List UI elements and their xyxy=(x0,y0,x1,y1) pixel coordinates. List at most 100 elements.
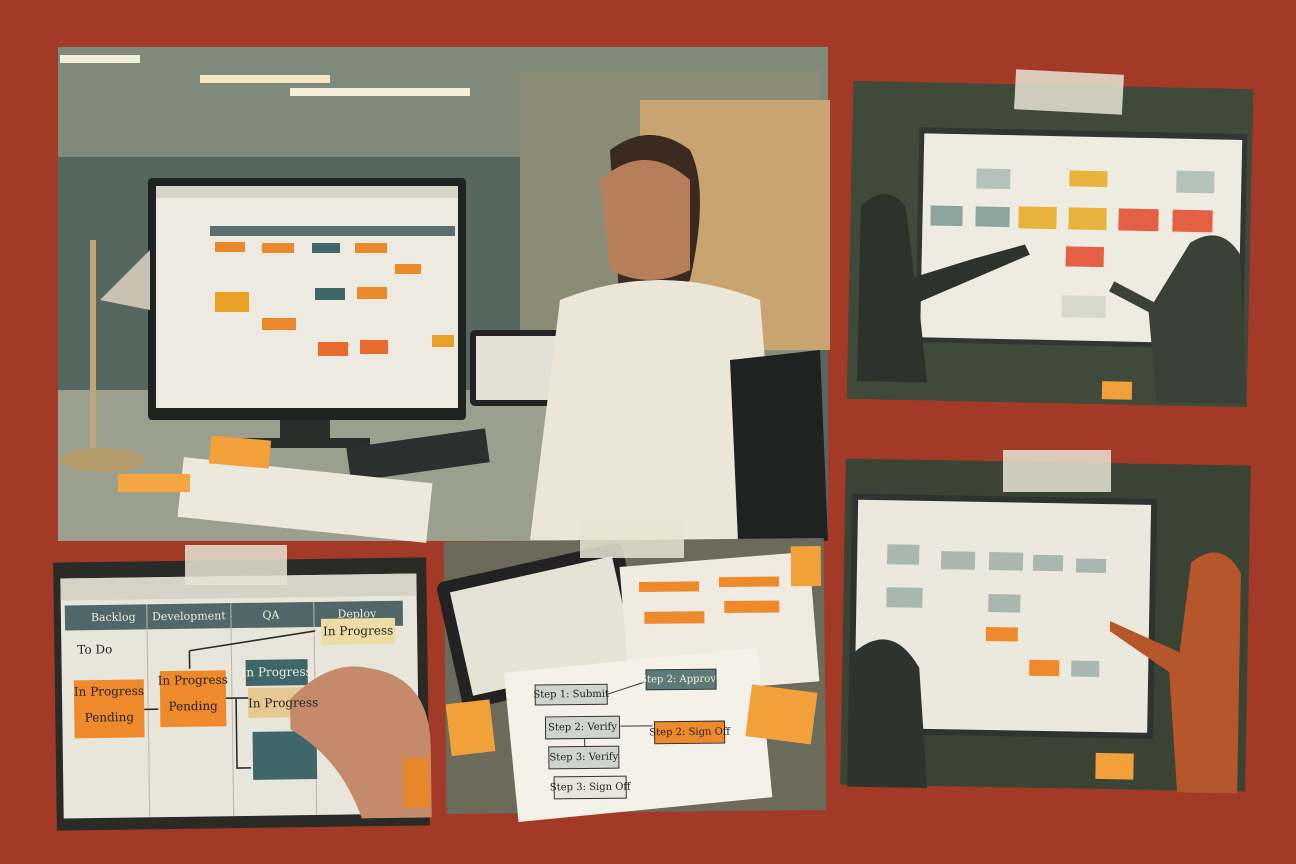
card xyxy=(357,287,387,299)
card xyxy=(215,292,249,312)
card-label: In Progress xyxy=(74,684,144,699)
node xyxy=(1061,295,1106,319)
lamp-shade xyxy=(100,250,150,310)
card xyxy=(432,335,454,347)
column-divider xyxy=(146,604,151,818)
card-label: In Progress xyxy=(323,623,393,638)
card xyxy=(252,730,318,780)
card xyxy=(159,670,227,728)
screen-toolbar xyxy=(60,573,417,601)
tape xyxy=(1003,450,1111,492)
card-label: Pending xyxy=(168,699,218,714)
monitor-screen xyxy=(156,186,458,408)
step-label: Step 1: Submit xyxy=(533,689,609,701)
card xyxy=(315,288,345,300)
column-divider xyxy=(230,603,235,817)
node xyxy=(1172,209,1213,233)
sticky-note xyxy=(790,546,822,587)
card xyxy=(320,617,396,645)
card xyxy=(312,243,340,253)
step-label: Step 2: Approve xyxy=(640,674,722,686)
tape xyxy=(185,545,287,585)
step-label: Step 3: Verify xyxy=(549,752,618,764)
node xyxy=(887,544,920,565)
node xyxy=(886,587,923,608)
card-label: In Progress xyxy=(248,695,318,710)
node xyxy=(940,551,976,570)
paper-card xyxy=(718,576,780,588)
node xyxy=(1065,246,1104,268)
node xyxy=(985,626,1018,642)
node xyxy=(1069,170,1108,188)
node xyxy=(1071,660,1100,677)
node xyxy=(988,552,1024,571)
screen-cards xyxy=(215,242,454,356)
ceiling-light xyxy=(60,55,140,63)
paper-photo: Step 1: Submit Step 2: Approve Step 2: V… xyxy=(437,538,827,823)
step-box xyxy=(548,745,620,770)
office-photo xyxy=(58,47,830,543)
column-label: QA xyxy=(262,608,280,621)
node xyxy=(988,594,1021,613)
step-labels: Step 1: Submit Step 2: Approve Step 2: V… xyxy=(533,674,731,794)
tablet-screen xyxy=(476,336,562,400)
meeting-photo-2 xyxy=(840,458,1251,794)
sticky-note xyxy=(445,699,496,757)
tape xyxy=(1014,69,1124,115)
node xyxy=(1032,554,1064,572)
step-box xyxy=(544,715,621,740)
sticky-note xyxy=(208,435,272,469)
paper-card xyxy=(724,600,780,614)
card xyxy=(355,243,387,253)
paper-card xyxy=(644,611,705,624)
kanban-photo: Backlog Development QA Deploy To Do In P… xyxy=(53,557,432,831)
ceiling-light xyxy=(290,88,470,96)
card xyxy=(73,679,145,739)
lamp xyxy=(90,240,96,450)
connector xyxy=(144,630,316,769)
column-label: Backlog xyxy=(91,610,136,624)
step-box xyxy=(645,668,717,691)
card xyxy=(245,659,308,686)
tape xyxy=(580,520,684,558)
meeting-photo-1 xyxy=(846,80,1254,408)
card-label: In Progress xyxy=(242,665,312,680)
person-left xyxy=(847,639,928,788)
step-label: Step 2: Verify xyxy=(548,722,617,734)
person-left xyxy=(857,194,1030,383)
node xyxy=(1018,206,1057,230)
node xyxy=(976,168,1011,190)
step-label: Step 3: Sign Off xyxy=(550,782,632,794)
column-labels: Backlog Development QA Deploy xyxy=(91,607,377,624)
column-label: Development xyxy=(152,609,226,623)
card-label: To Do xyxy=(77,642,112,656)
monitor-stand xyxy=(280,420,330,440)
hand xyxy=(290,666,432,819)
monitor-base xyxy=(240,438,370,448)
kanban-header xyxy=(64,600,404,631)
card-label: In Progress xyxy=(158,673,228,688)
paper-sheet xyxy=(503,647,773,823)
node xyxy=(1118,208,1159,232)
sticky-note xyxy=(745,684,818,745)
node xyxy=(1029,659,1060,677)
card xyxy=(318,342,348,356)
node xyxy=(1176,170,1215,194)
lamp-base xyxy=(61,448,145,472)
person-right xyxy=(1109,235,1247,405)
ceiling-light xyxy=(200,75,330,83)
shirt xyxy=(530,280,780,540)
card-labels: To Do In Progress Pending In Progress Pe… xyxy=(74,623,394,725)
node xyxy=(975,206,1010,228)
card xyxy=(360,340,388,354)
card-label: Pending xyxy=(85,710,135,725)
node xyxy=(930,205,963,227)
sleeve xyxy=(402,757,430,808)
face xyxy=(600,160,690,280)
tablet-screen xyxy=(449,556,636,696)
sticky-note xyxy=(118,474,190,492)
step-box xyxy=(553,775,627,800)
screen-header xyxy=(210,226,455,236)
chair xyxy=(730,350,828,541)
